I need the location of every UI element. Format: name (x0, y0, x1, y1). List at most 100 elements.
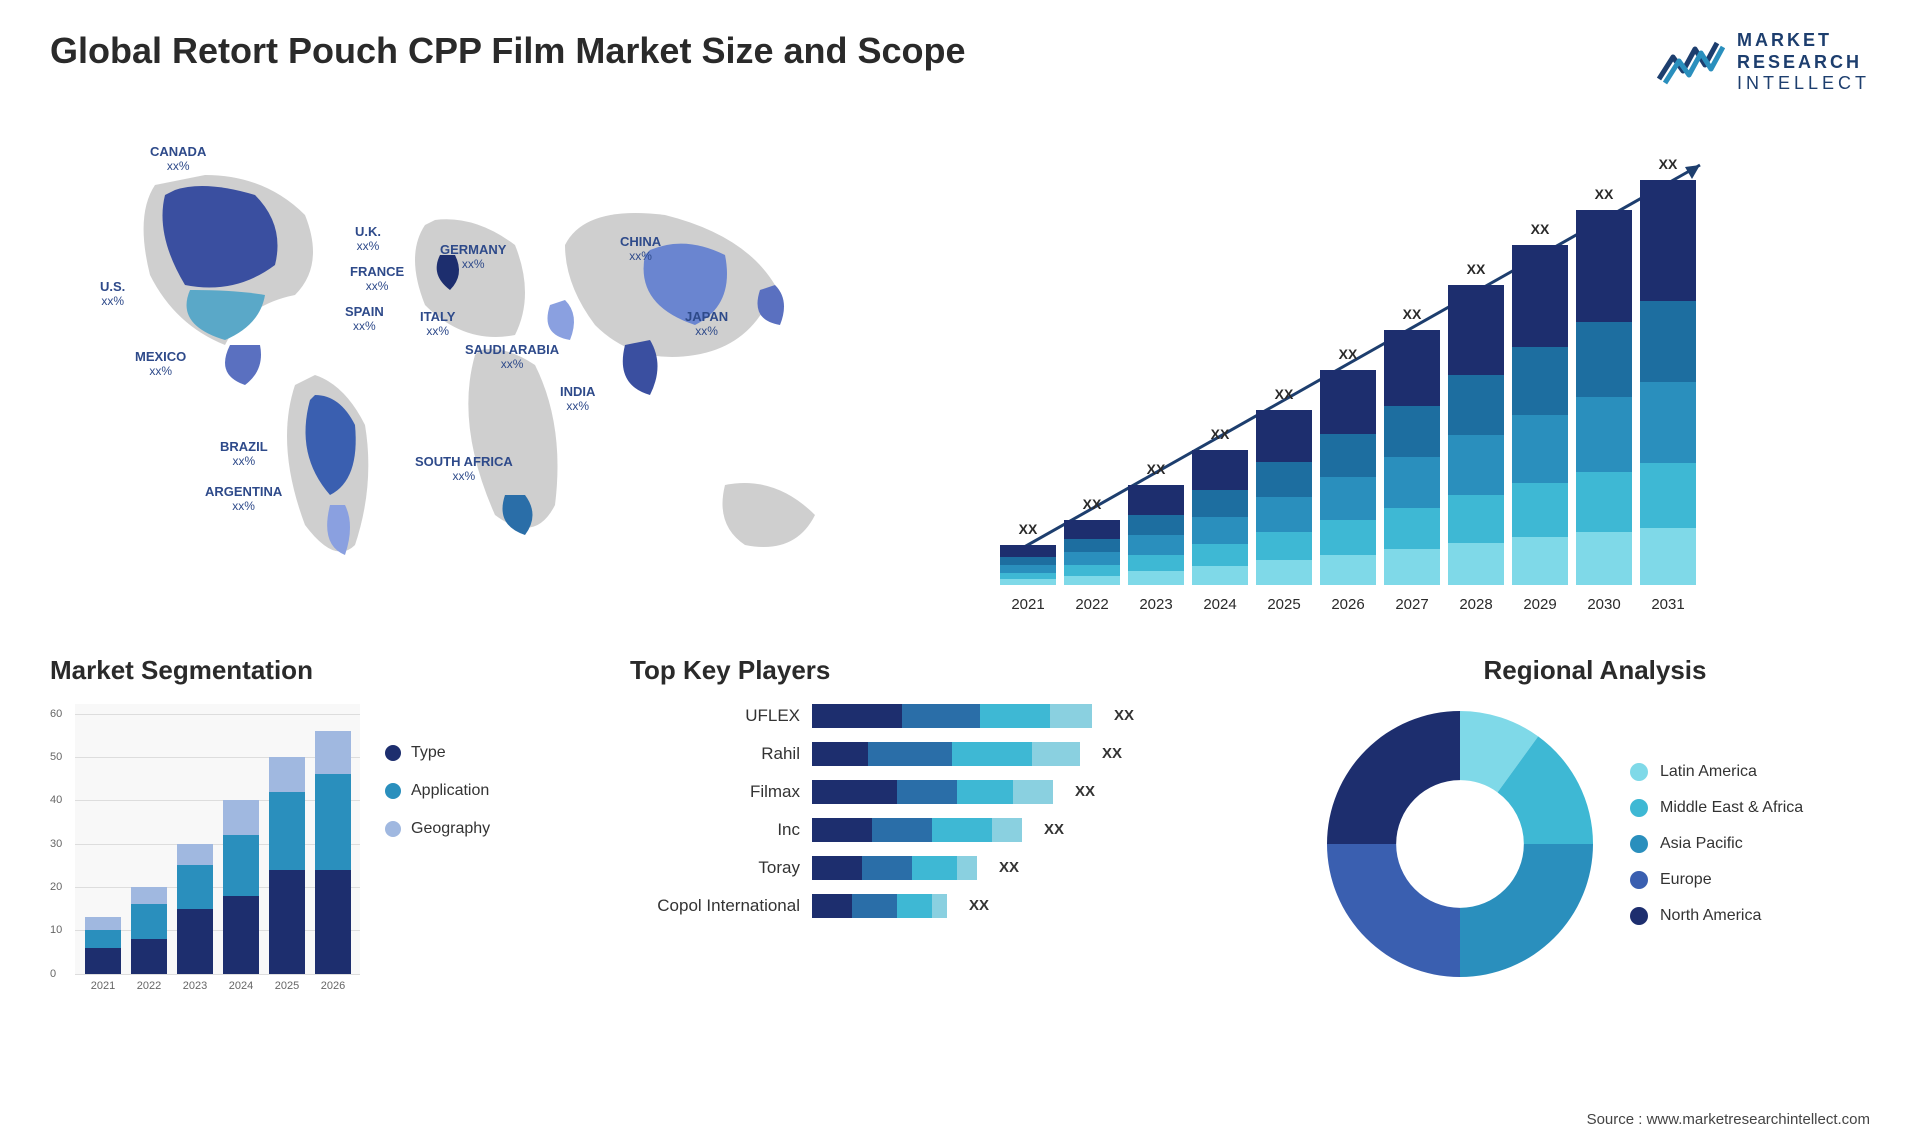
regional-legend-item: Asia Pacific (1630, 835, 1803, 853)
growth-bar-label: XX (1256, 386, 1312, 402)
segmentation-chart: 0102030405060202120222023202420252026 (50, 704, 360, 994)
top-row: CANADAxx%U.S.xx%MEXICOxx%BRAZILxx%ARGENT… (50, 125, 1870, 625)
segmentation-legend: TypeApplicationGeography (385, 704, 490, 994)
seg-legend-item: Application (385, 782, 490, 800)
growth-bar: XX2022 (1064, 520, 1120, 585)
growth-bar-label: XX (1000, 521, 1056, 537)
seg-legend-item: Type (385, 744, 490, 762)
bottom-row: Market Segmentation 01020304050602021202… (50, 655, 1870, 994)
growth-bar-year: 2030 (1576, 596, 1632, 613)
seg-bar (223, 800, 259, 973)
key-player-bar (812, 894, 947, 918)
map-country-label: SPAINxx% (345, 305, 384, 334)
growth-bar-year: 2025 (1256, 596, 1312, 613)
key-player-row: Toray XX (630, 856, 1290, 880)
page-title: Global Retort Pouch CPP Film Market Size… (50, 30, 966, 72)
key-player-value: XX (1075, 783, 1095, 800)
map-country-label: BRAZILxx% (220, 440, 268, 469)
growth-bar-label: XX (1448, 261, 1504, 277)
key-player-bar (812, 704, 1092, 728)
key-player-bar (812, 742, 1080, 766)
seg-year-label: 2021 (85, 980, 121, 992)
seg-bar (85, 917, 121, 973)
seg-ytick: 0 (50, 968, 56, 980)
segmentation-title: Market Segmentation (50, 655, 600, 686)
map-country-label: GERMANYxx% (440, 243, 506, 272)
seg-ytick: 10 (50, 924, 62, 936)
growth-bar: XX2031 (1640, 180, 1696, 585)
key-player-row: Filmax XX (630, 780, 1290, 804)
seg-year-label: 2025 (269, 980, 305, 992)
seg-bar (315, 731, 351, 974)
donut-slice (1327, 844, 1460, 977)
seg-ytick: 20 (50, 881, 62, 893)
key-player-name: Copol International (630, 896, 800, 916)
key-player-value: XX (1044, 821, 1064, 838)
regional-title: Regional Analysis (1320, 655, 1870, 686)
segmentation-panel: Market Segmentation 01020304050602021202… (50, 655, 600, 994)
seg-bar (131, 887, 167, 974)
key-player-value: XX (999, 859, 1019, 876)
key-players-chart: UFLEX XX Rahil XX Filmax XX Inc XX Toray XX Copol … (630, 704, 1290, 918)
growth-bar-year: 2023 (1128, 596, 1184, 613)
growth-bar-year: 2026 (1320, 596, 1376, 613)
world-map-panel: CANADAxx%U.S.xx%MEXICOxx%BRAZILxx%ARGENT… (50, 125, 940, 625)
seg-ytick: 60 (50, 708, 62, 720)
map-country-label: INDIAxx% (560, 385, 595, 414)
growth-bar-year: 2027 (1384, 596, 1440, 613)
growth-bar-label: XX (1192, 426, 1248, 442)
logo: MARKET RESEARCH INTELLECT (1655, 30, 1870, 95)
seg-ytick: 40 (50, 794, 62, 806)
map-country-label: MEXICOxx% (135, 350, 186, 379)
growth-bar-label: XX (1640, 156, 1696, 172)
logo-icon (1655, 35, 1725, 89)
key-player-name: UFLEX (630, 706, 800, 726)
seg-year-label: 2023 (177, 980, 213, 992)
seg-bar (177, 844, 213, 974)
seg-ytick: 30 (50, 838, 62, 850)
growth-bar: XX2029 (1512, 245, 1568, 585)
growth-bar-year: 2028 (1448, 596, 1504, 613)
growth-bar: XX2024 (1192, 450, 1248, 585)
map-country-label: JAPANxx% (685, 310, 728, 339)
key-player-row: Inc XX (630, 818, 1290, 842)
regional-donut-chart (1320, 704, 1600, 984)
donut-slice (1327, 711, 1460, 844)
map-country-label: SOUTH AFRICAxx% (415, 455, 513, 484)
key-player-row: Copol InternationalXX (630, 894, 1290, 918)
seg-year-label: 2022 (131, 980, 167, 992)
growth-bar-label: XX (1128, 461, 1184, 477)
key-player-bar (812, 818, 1022, 842)
map-country-label: ITALYxx% (420, 310, 455, 339)
key-player-name: Toray (630, 858, 800, 878)
seg-year-label: 2024 (223, 980, 259, 992)
donut-slice (1460, 844, 1593, 977)
key-player-name: Filmax (630, 782, 800, 802)
growth-bar-label: XX (1320, 346, 1376, 362)
growth-bar-year: 2031 (1640, 596, 1696, 613)
key-player-value: XX (1114, 707, 1134, 724)
growth-bar-year: 2024 (1192, 596, 1248, 613)
key-player-value: XX (1102, 745, 1122, 762)
key-player-bar (812, 856, 977, 880)
growth-bar-year: 2021 (1000, 596, 1056, 613)
map-country-label: U.K.xx% (355, 225, 381, 254)
regional-legend-item: Middle East & Africa (1630, 799, 1803, 817)
growth-bar-label: XX (1064, 496, 1120, 512)
seg-year-label: 2026 (315, 980, 351, 992)
growth-bar: XX2028 (1448, 285, 1504, 585)
regional-legend-item: North America (1630, 907, 1803, 925)
key-player-name: Inc (630, 820, 800, 840)
key-player-name: Rahil (630, 744, 800, 764)
key-player-bar (812, 780, 1053, 804)
growth-bar: XX2025 (1256, 410, 1312, 585)
key-players-panel: Top Key Players UFLEXXXRahilXXFilmaxXXIn… (630, 655, 1290, 994)
seg-bar (269, 757, 305, 974)
map-country-label: U.S.xx% (100, 280, 125, 309)
growth-bar-chart: XX2021XX2022XX2023XX2024XX2025XX2026XX20… (980, 125, 1870, 625)
map-country-label: SAUDI ARABIAxx% (465, 343, 559, 372)
map-country-label: ARGENTINAxx% (205, 485, 282, 514)
regional-panel: Regional Analysis Latin AmericaMiddle Ea… (1320, 655, 1870, 994)
logo-text: MARKET RESEARCH INTELLECT (1737, 30, 1870, 95)
growth-bar-year: 2029 (1512, 596, 1568, 613)
